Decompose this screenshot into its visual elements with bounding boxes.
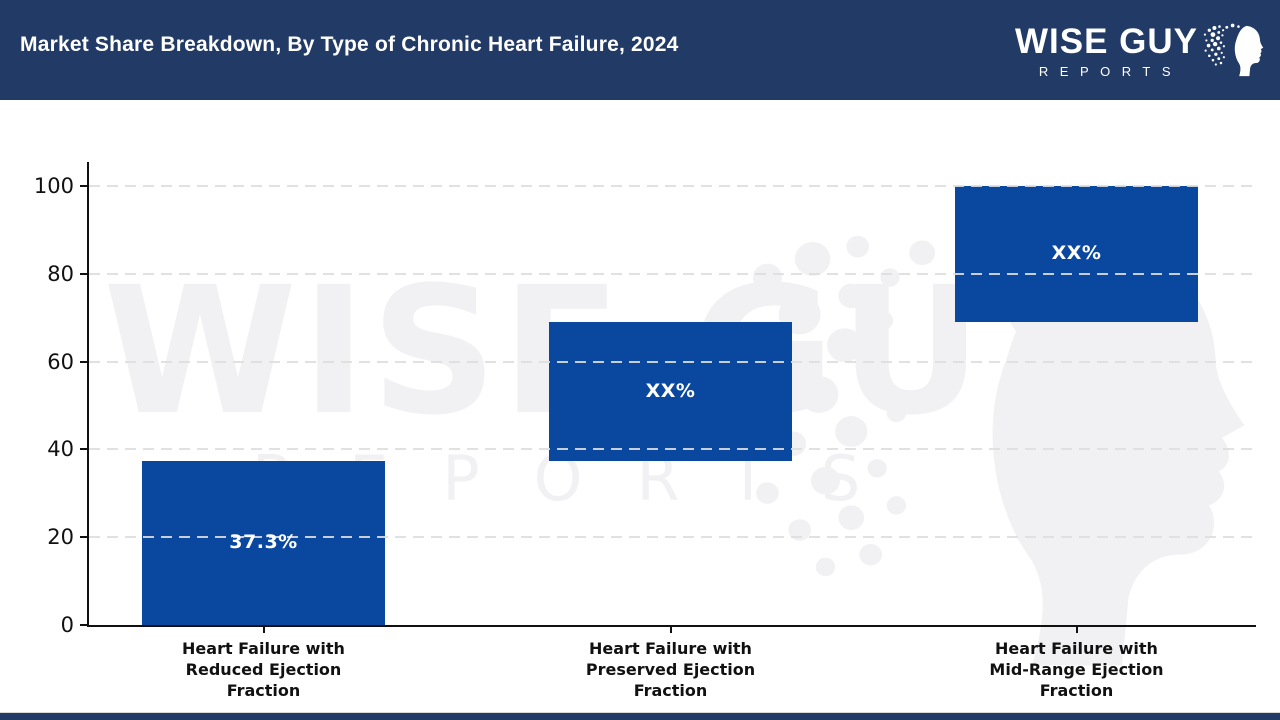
bar-segment-3 — [955, 186, 1198, 323]
gridline-60 — [89, 360, 1256, 363]
y-tick-label-100: 100 — [33, 174, 74, 198]
bar-value-label-1: 37.3% — [229, 531, 298, 554]
y-tick-label-80: 80 — [47, 261, 74, 286]
y-tick-label-20: 20 — [47, 525, 74, 550]
x-category-label-2: Heart Failure with Preserved Ejection Fr… — [585, 639, 756, 700]
x-tick-mark-3 — [1075, 626, 1078, 633]
page-title: Market Share Breakdown, By Type of Chron… — [20, 33, 679, 56]
gridline-100 — [89, 185, 1256, 187]
y-tick-mark-60 — [80, 360, 89, 363]
wise-guy-logo: WISE GUY REPORTS — [1015, 11, 1264, 91]
y-axis-line — [87, 162, 89, 627]
logo-wordmark: WISE GUY — [1014, 22, 1198, 61]
y-tick-label-60: 60 — [47, 349, 74, 374]
y-tick-mark-0 — [80, 624, 89, 626]
bar-segment-2 — [549, 322, 792, 462]
footer-bar — [0, 713, 1280, 720]
y-tick-mark-80 — [80, 272, 89, 275]
footer-divider — [0, 712, 1280, 713]
x-tick-mark-1 — [262, 626, 265, 633]
x-tick-mark-2 — [669, 626, 672, 633]
y-tick-mark-20 — [80, 536, 89, 539]
x-category-label-3: Heart Failure with Mid-Range Ejection Fr… — [989, 639, 1164, 700]
bar-segment-1 — [142, 461, 385, 625]
gridline-20 — [89, 536, 1256, 539]
y-tick-mark-100 — [80, 185, 89, 187]
logo-text: WISE GUY REPORTS — [1014, 22, 1198, 80]
x-axis-line — [87, 625, 1256, 627]
y-tick-mark-40 — [80, 448, 89, 451]
header: Market Share Breakdown, By Type of Chron… — [0, 0, 1280, 100]
bar-value-label-3: XX% — [1051, 242, 1102, 265]
logo-face-icon — [1203, 23, 1264, 77]
y-tick-label-0: 0 — [60, 613, 74, 637]
y-tick-label-40: 40 — [47, 437, 74, 462]
gridline-40 — [89, 448, 1256, 451]
bar-value-label-2: XX% — [645, 379, 696, 402]
gridline-80 — [89, 272, 1256, 275]
logo-subtitle: REPORTS — [1038, 64, 1183, 79]
x-category-label-1: Heart Failure with Reduced Ejection Frac… — [182, 639, 345, 700]
